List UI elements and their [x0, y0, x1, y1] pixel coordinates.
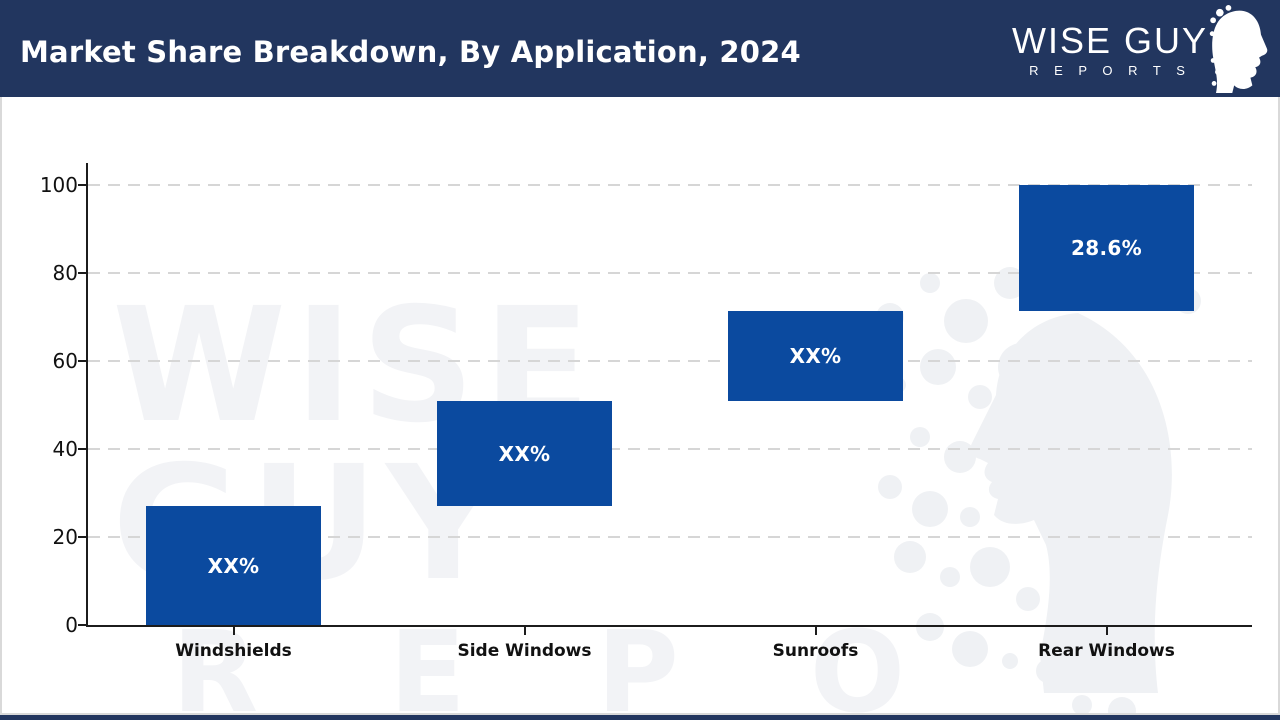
face-watermark-icon: [876, 229, 1201, 720]
category-label: Side Windows: [457, 641, 592, 661]
brand-name: WISE GUY: [1011, 19, 1208, 61]
y-tick-mark: [78, 360, 86, 362]
header-bar: Market Share Breakdown, By Application, …: [0, 0, 1280, 97]
y-tick-mark: [78, 272, 86, 274]
y-tick-mark: [78, 184, 86, 186]
category-label: Rear Windows: [1038, 641, 1175, 661]
x-tick-mark: [232, 627, 235, 635]
gridline: [88, 272, 1252, 274]
y-tick-label: 0: [65, 613, 78, 637]
gridline: [88, 536, 1252, 538]
y-tick-mark: [78, 536, 86, 538]
x-axis-spine: [86, 625, 1252, 627]
x-tick-mark: [814, 627, 817, 635]
y-axis-spine: [86, 163, 88, 627]
page-border-bottom: [0, 713, 1280, 715]
plot: 0 20 40 60 80 100 XX% Windshields XX% Side Window…: [40, 163, 1252, 661]
x-tick-mark: [523, 627, 526, 635]
y-tick-label: 60: [52, 349, 78, 373]
category-label: Windshields: [175, 641, 292, 661]
y-tick-label: 20: [52, 525, 78, 549]
page-border-left: [0, 97, 2, 720]
y-tick-mark: [78, 448, 86, 450]
category-label: Sunroofs: [772, 641, 859, 661]
bar-sunroofs: XX%: [728, 310, 903, 402]
bar-windshields: XX%: [146, 506, 321, 625]
page-border-right: [1278, 97, 1280, 720]
x-tick-mark: [1105, 627, 1108, 635]
page-title: Market Share Breakdown, By Application, …: [20, 34, 801, 69]
bar-side-windows: XX%: [437, 401, 612, 507]
bar-value-label: XX%: [789, 343, 842, 368]
watermark-line2: R E P O R T S: [172, 608, 952, 720]
y-tick-mark: [78, 624, 86, 626]
gridline: [88, 448, 1252, 450]
footer-bar: [0, 715, 1280, 720]
brand-logo: WISE GUY R E P O R T S: [1012, 2, 1270, 95]
bar-rear-windows: 28.6%: [1019, 185, 1194, 311]
gridline: [88, 360, 1252, 362]
y-tick-label: 40: [52, 437, 78, 461]
bar-value-label: XX%: [207, 553, 260, 578]
bar-value-label: XX%: [498, 441, 551, 466]
y-tick-label: 80: [52, 261, 78, 285]
wise-guy-face-icon: [1209, 4, 1268, 93]
gridline: [88, 184, 1252, 186]
brand-text: WISE GUY R E P O R T S: [1012, 20, 1208, 78]
y-tick-label: 100: [39, 173, 78, 197]
bar-value-label: 28.6%: [1071, 235, 1142, 260]
brand-subtitle: R E P O R T S: [1029, 62, 1191, 78]
